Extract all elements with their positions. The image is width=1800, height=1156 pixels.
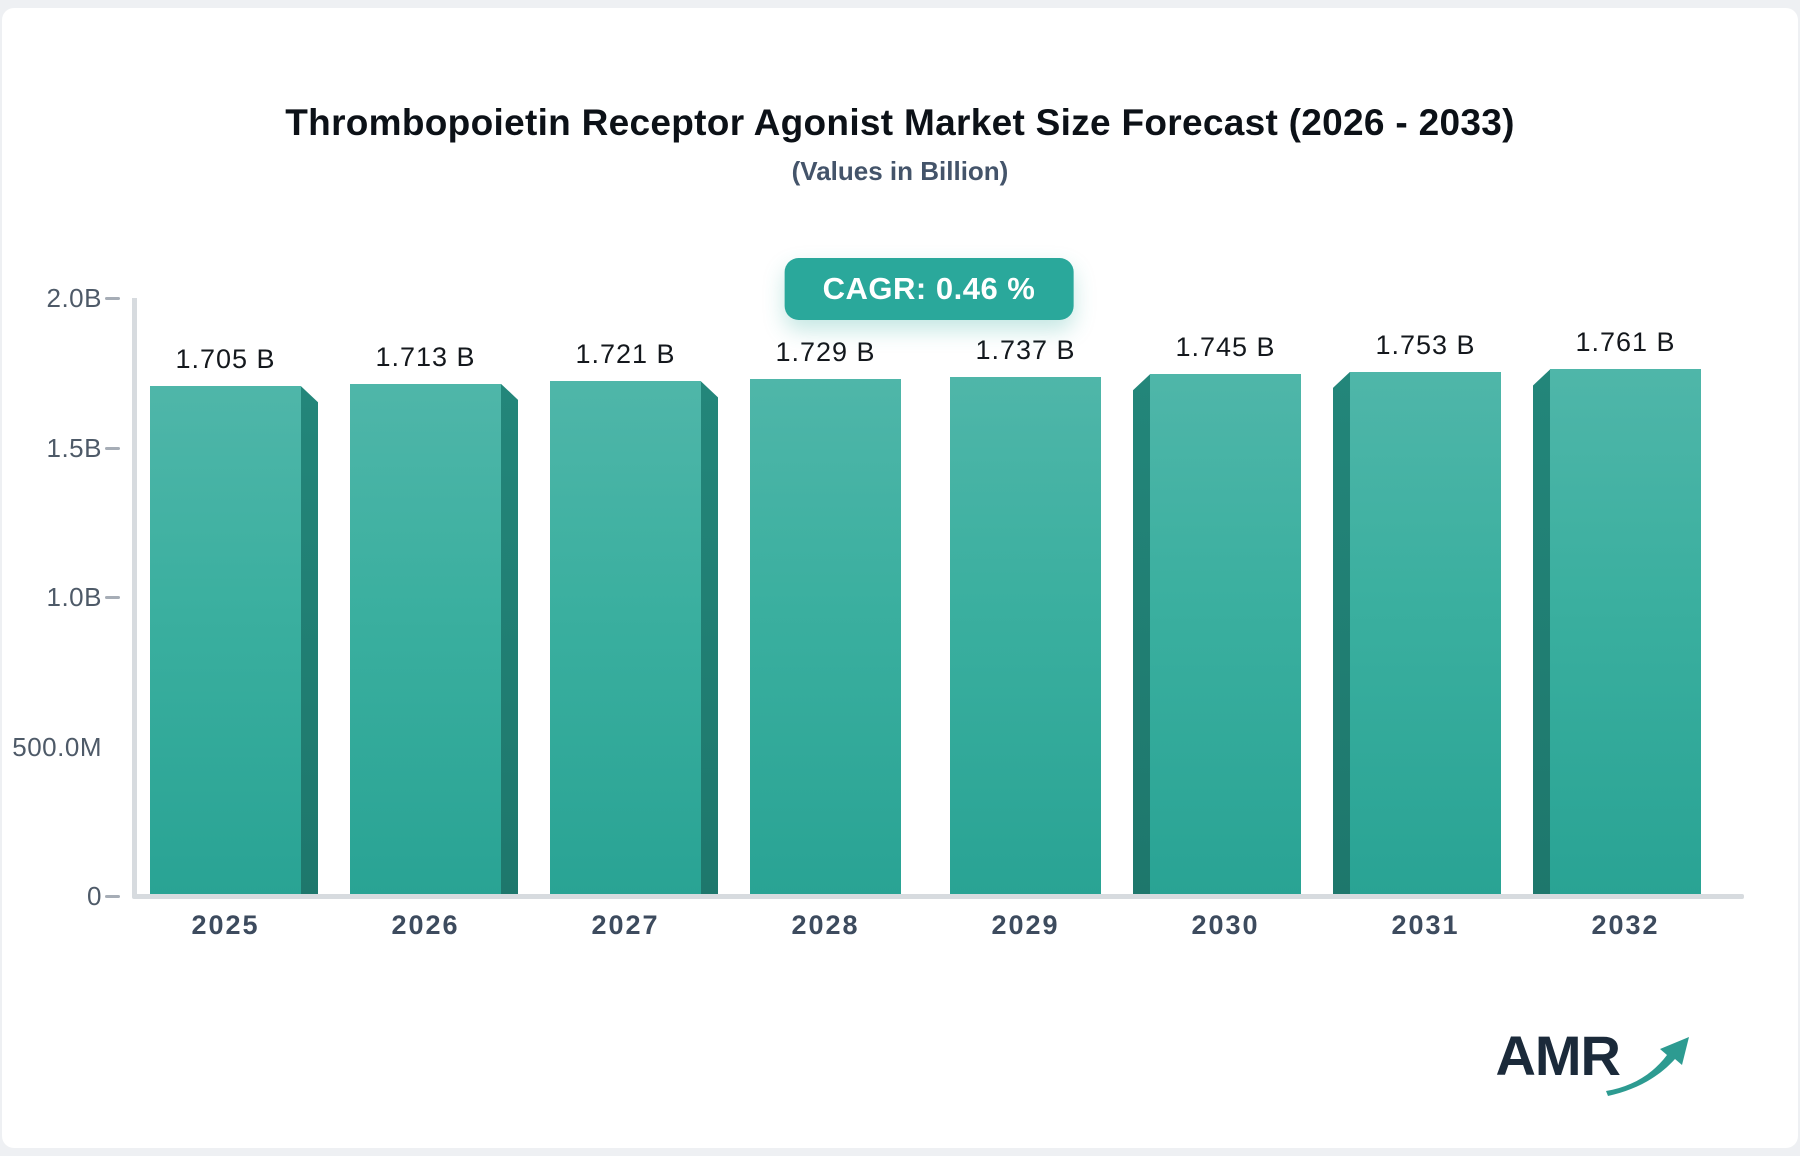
bar-side-face [1133,374,1150,896]
bar[interactable] [750,379,901,896]
bar-value-label: 1.761 B [1575,327,1676,358]
bar-side-face [1333,371,1350,896]
x-axis-line [132,894,1744,899]
bar[interactable] [1150,374,1301,896]
growth-arrow-icon [1606,1037,1689,1096]
y-axis-label: 1.5B [46,432,102,463]
x-axis-label: 2026 [391,910,460,940]
x-axis-label: 2032 [1591,910,1660,940]
bar[interactable] [350,383,501,896]
x-axis-label: 2031 [1391,910,1460,940]
y-axis-label: 0 [87,881,102,911]
y-axis-tick [105,596,120,599]
bar-side-face [501,383,518,896]
y-axis-tick [105,895,120,898]
x-axis-label: 2030 [1191,910,1260,940]
bar-value-label: 1.737 B [975,334,1076,365]
bar-value-label: 1.713 B [375,341,476,372]
page-subtitle: (Values in Billion) [791,156,1009,186]
y-axis-label: 2.0B [46,283,102,313]
y-axis-tick [105,446,120,450]
x-axis-label: 2027 [591,910,660,940]
bar-value-label: 1.705 B [175,344,276,375]
bar[interactable] [1550,369,1701,896]
y-axis-line [132,298,137,896]
y-axis-label: 500.0M [12,731,102,762]
bar[interactable] [1350,371,1501,896]
x-axis-label: 2028 [791,910,860,940]
bar-side-face [301,386,318,896]
y-axis-tick [105,297,120,300]
page-title: Thrombopoietin Receptor Agonist Market S… [285,102,1515,143]
x-axis-label: 2025 [191,910,260,940]
bar[interactable] [150,386,301,896]
amr-logo: AMR [1495,1028,1696,1098]
chart-card: Thrombopoietin Receptor Agonist Market S… [2,8,1798,1148]
bar-side-face [701,381,718,896]
cagr-badge: CAGR: 0.46 % [784,258,1074,320]
bar-value-label: 1.753 B [1375,329,1476,360]
y-axis-label: 1.0B [46,582,102,612]
bar[interactable] [550,381,701,896]
bar-value-label: 1.721 B [575,339,676,370]
bar[interactable] [950,376,1101,896]
bar-value-label: 1.745 B [1175,332,1276,363]
bar-side-face [1533,369,1550,896]
bar-value-label: 1.729 B [775,337,876,368]
amr-logo-text: AMR [1495,1024,1621,1087]
chart-plot: 2.0B 1.5B 1.0B 500.0M 0 1.705 B 2025 1.713 B 202… [2,8,1798,1148]
x-axis-label: 2029 [991,910,1060,940]
